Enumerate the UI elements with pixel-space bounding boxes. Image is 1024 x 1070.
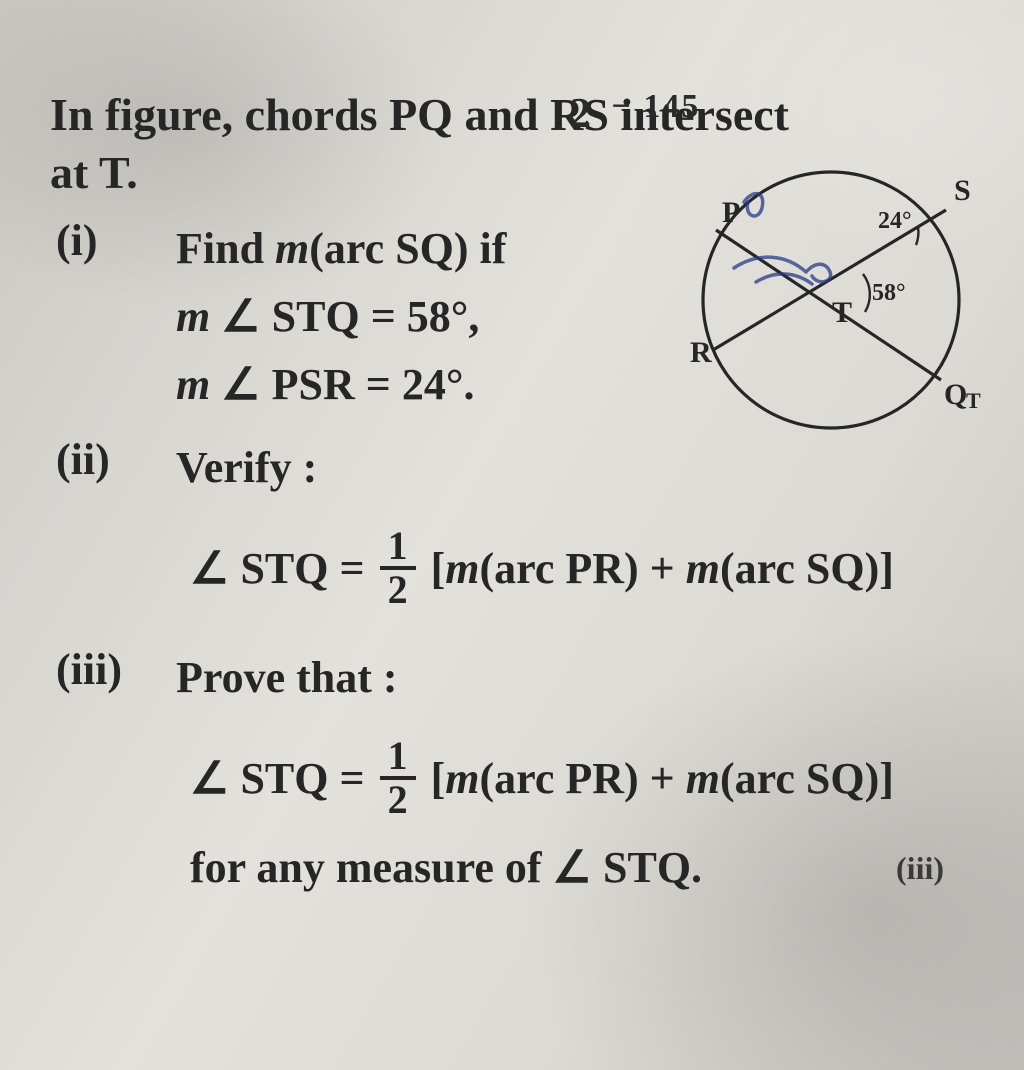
- eq3-lhs: ∠ STQ =: [190, 754, 376, 803]
- item-iii-num: (iii): [50, 644, 176, 712]
- diagram-circle: [703, 172, 959, 428]
- label-R: R: [690, 336, 712, 369]
- label-Q: Q: [944, 378, 967, 411]
- item-iii-body: Prove that :: [176, 644, 984, 712]
- eq-lhs: ∠ STQ =: [190, 544, 376, 593]
- cropped-fragment: 2 − 145: [570, 90, 694, 138]
- frag-2: 2: [570, 91, 593, 137]
- eq3-frac: 1 2: [380, 736, 416, 820]
- eq3-m2: m: [686, 754, 720, 803]
- label-T: T: [832, 296, 852, 329]
- eq3-frac-n: 1: [380, 736, 416, 780]
- eq3-arc1: (arc PR) +: [479, 754, 685, 803]
- item-i-num: (i): [50, 215, 176, 420]
- eq-open: [: [431, 544, 446, 593]
- eq-arc1: (arc PR) +: [479, 544, 685, 593]
- equation-iii: ∠ STQ = 1 2 [m(arc PR) + m(arc SQ)]: [190, 736, 984, 820]
- eq3-open: [: [431, 754, 446, 803]
- intro-line2: at T.: [50, 147, 138, 198]
- eq-arc2: (arc SQ)]: [720, 544, 894, 593]
- eq-m2: m: [686, 544, 720, 593]
- i-l3a: m: [176, 360, 210, 409]
- eq3-arc2: (arc SQ)]: [720, 754, 894, 803]
- eq3-m1: m: [445, 754, 479, 803]
- eq-m1: m: [445, 544, 479, 593]
- pen-scribble-3: [756, 274, 812, 284]
- label-P: P: [722, 196, 740, 229]
- i-l1b: (arc SQ) if: [309, 224, 506, 273]
- i-l2b: ∠ STQ = 58°,: [210, 292, 479, 341]
- frag-rest: − 145: [612, 88, 701, 125]
- i-l1m: m: [275, 224, 309, 273]
- circle-diagram: P S R Q T T 24° 58°: [666, 150, 996, 450]
- angle-24: 24°: [878, 208, 912, 234]
- i-l3b: ∠ PSR = 24°.: [210, 360, 474, 409]
- eq-frac-n: 1: [380, 526, 416, 570]
- chord-PQ: [716, 230, 941, 380]
- footer-fragment: (iii): [896, 850, 944, 887]
- label-Q-annot: T: [966, 388, 981, 413]
- equation-ii: ∠ STQ = 1 2 [m(arc PR) + m(arc SQ)]: [190, 526, 984, 610]
- item-ii-num: (ii): [50, 434, 176, 502]
- i-l1a: Find: [176, 224, 275, 273]
- eq-frac: 1 2: [380, 526, 416, 610]
- angle-arc-T: [863, 274, 870, 312]
- item-iii: (iii) Prove that :: [50, 644, 984, 712]
- tail-line: for any measure of ∠ STQ.: [190, 842, 984, 893]
- i-l2a: m: [176, 292, 210, 341]
- pen-scribble-4: [808, 264, 831, 282]
- angle-58: 58°: [872, 280, 906, 306]
- angle-arc-S: [916, 227, 918, 245]
- eq-frac-d: 2: [380, 570, 416, 610]
- label-S: S: [954, 174, 971, 207]
- eq3-frac-d: 2: [380, 780, 416, 820]
